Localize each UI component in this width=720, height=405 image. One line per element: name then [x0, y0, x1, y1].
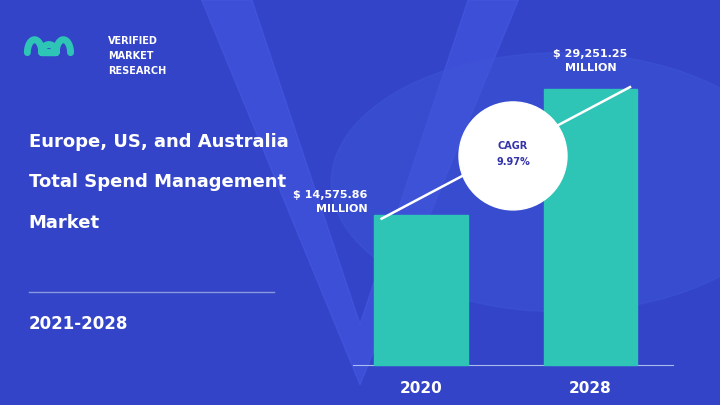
- Text: Total Spend Management: Total Spend Management: [29, 173, 286, 191]
- Text: 2021-2028: 2021-2028: [29, 315, 128, 333]
- Polygon shape: [202, 0, 518, 385]
- Text: 9.97%: 9.97%: [496, 157, 530, 167]
- Text: 2020: 2020: [400, 381, 443, 396]
- Text: $ 29,251.25
MILLION: $ 29,251.25 MILLION: [553, 49, 628, 72]
- Text: Market: Market: [29, 214, 100, 232]
- Text: Europe, US, and Australia: Europe, US, and Australia: [29, 133, 289, 151]
- Ellipse shape: [459, 102, 567, 210]
- Text: VERIFIED
MARKET
RESEARCH: VERIFIED MARKET RESEARCH: [108, 36, 166, 76]
- Text: $ 14,575.86
MILLION: $ 14,575.86 MILLION: [293, 190, 367, 214]
- Circle shape: [331, 53, 720, 312]
- Text: CAGR: CAGR: [498, 141, 528, 151]
- Text: 2028: 2028: [569, 381, 612, 396]
- FancyBboxPatch shape: [374, 215, 468, 364]
- FancyBboxPatch shape: [544, 89, 637, 364]
